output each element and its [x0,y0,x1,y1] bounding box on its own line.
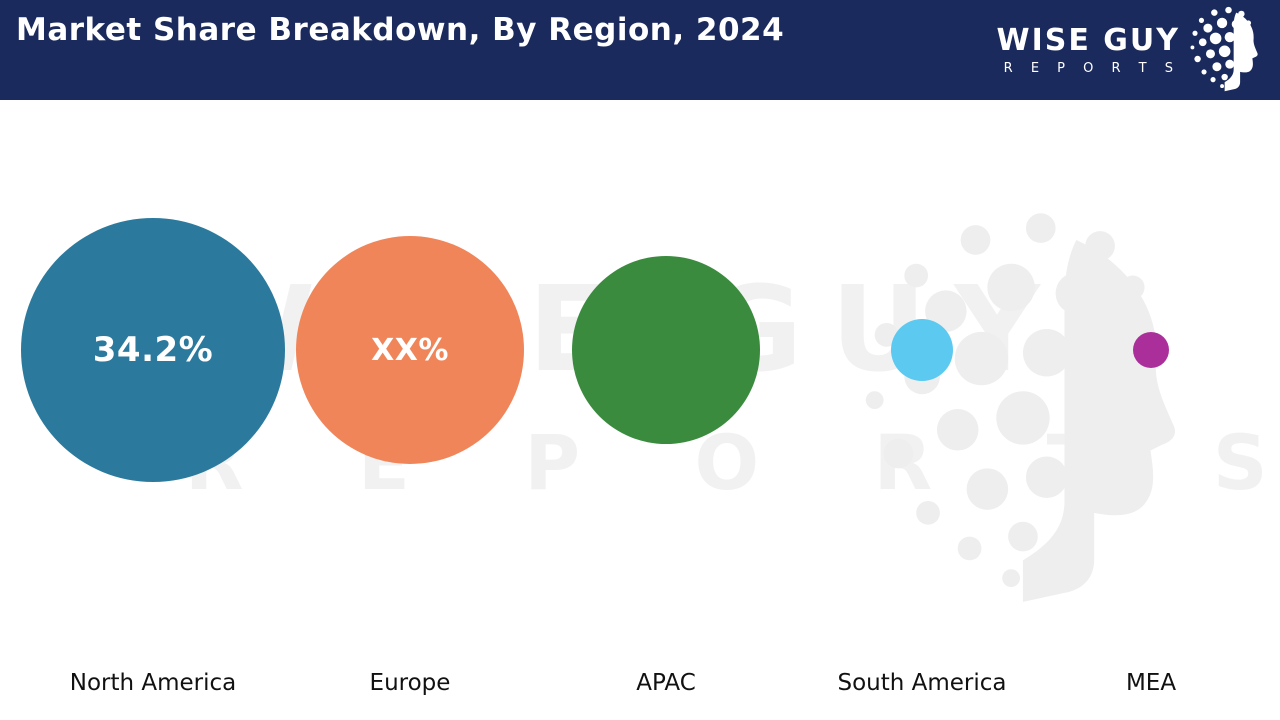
watermark-head-icon [865,213,1176,602]
region-label-apac: APAC [636,670,696,696]
bubble-europe: XX% [296,236,524,464]
region-label-europe: Europe [369,670,451,696]
bubble-south-america [891,319,953,381]
region-label-mea: MEA [1125,670,1177,696]
wiseguy-head-icon [1190,6,1258,92]
header-bar: Market Share Breakdown, By Region, 2024 … [0,0,1280,100]
bubble-value-label-north-america: 34.2% [92,330,214,370]
page-title: Market Share Breakdown, By Region, 2024 [16,12,785,48]
brand-logo: WISE GUY R E P O R T S [996,6,1262,94]
bubble-value-label-europe: XX% [371,332,449,368]
region-label-north-america: North America [69,670,237,696]
brand-name: WISE GUY [996,23,1180,59]
region-label-south-america: South America [837,670,1007,696]
bubble-apac [572,256,760,444]
bubble-north-america: 34.2% [21,218,285,482]
brand-text: WISE GUY R E P O R T S [996,24,1180,76]
brand-subtitle: R E P O R T S [1003,60,1180,76]
bubble-chart: WISE GUY R E P O R T S 34.2%North Americ… [0,100,1280,720]
bubble-mea [1133,332,1169,368]
